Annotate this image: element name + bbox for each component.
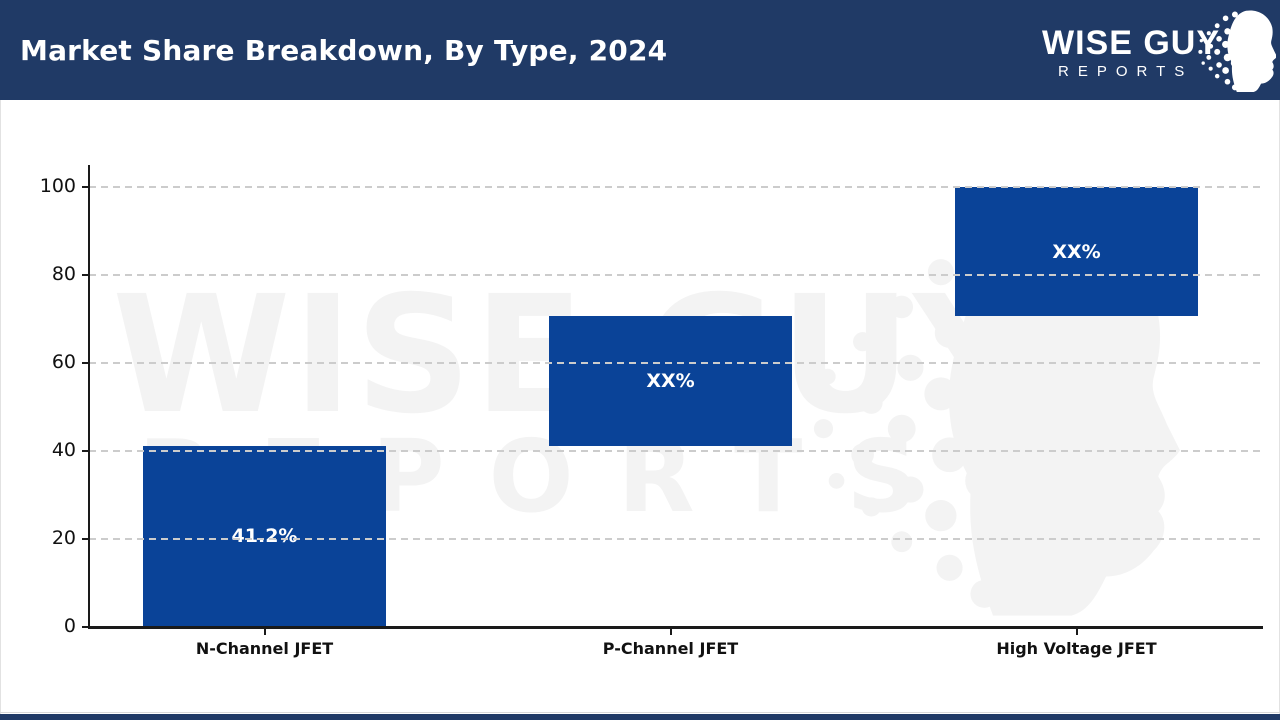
- x-tick-2: [669, 627, 672, 635]
- bar-1: 41.2%: [143, 445, 386, 627]
- y-tick-label-60: 60: [51, 351, 76, 373]
- y-tick-label-0: 0: [63, 615, 76, 637]
- x-category-label-1: N-Channel JFET: [195, 639, 334, 658]
- logo-head-profile-icon: [1198, 10, 1276, 92]
- bar-3: XX%: [955, 187, 1198, 317]
- bar-value-label-2: XX%: [646, 370, 695, 393]
- y-tick-20: [82, 538, 89, 540]
- gridline-40: [89, 450, 1263, 452]
- page-title: Market Share Breakdown, By Type, 2024: [20, 33, 668, 67]
- logo: WISE GUY REPORTS: [1040, 0, 1280, 100]
- bar-value-label-1: 41.2%: [231, 525, 298, 548]
- x-tick-3: [1075, 627, 1078, 635]
- y-tick-0: [82, 626, 89, 628]
- y-tick-40: [82, 450, 89, 452]
- logo-wordmark: WISE GUY: [1042, 24, 1221, 62]
- y-tick-label-20: 20: [51, 527, 76, 549]
- y-tick-label-40: 40: [51, 439, 76, 461]
- y-axis: [88, 165, 90, 627]
- bottom-hairline: [0, 712, 1280, 713]
- y-tick-100: [82, 186, 89, 188]
- x-axis: [88, 626, 1263, 629]
- gridline-100: [89, 186, 1263, 188]
- x-category-label-3: High Voltage JFET: [996, 639, 1157, 658]
- logo-reports-text: REPORTS: [1058, 63, 1194, 80]
- bar-2: XX%: [549, 316, 792, 446]
- x-tick-1: [263, 627, 266, 635]
- gridline-20: [89, 538, 1263, 540]
- gridline-80: [89, 274, 1263, 276]
- y-tick-label-80: 80: [51, 263, 76, 285]
- y-tick-80: [82, 274, 89, 276]
- header: Market Share Breakdown, By Type, 2024 WI…: [0, 0, 1280, 100]
- y-tick-label-100: 100: [39, 175, 76, 197]
- bar-value-label-3: XX%: [1052, 240, 1101, 263]
- x-category-label-2: P-Channel JFET: [602, 639, 739, 658]
- bottom-accent-bar: [0, 714, 1280, 720]
- gridline-60: [89, 362, 1263, 364]
- y-tick-60: [82, 362, 89, 364]
